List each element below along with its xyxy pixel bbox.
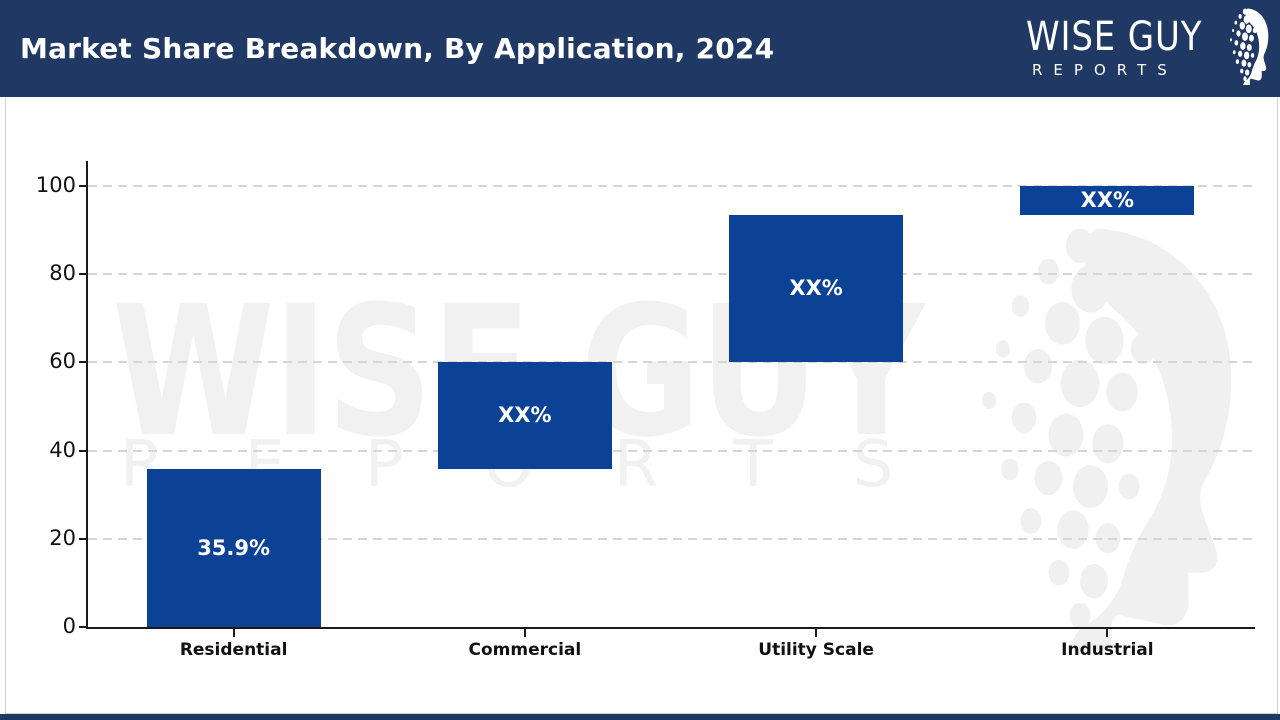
gridline (88, 361, 1253, 364)
frame-border-right (1277, 97, 1278, 714)
x-axis-spine (86, 627, 1255, 629)
x-axis-tick-label: Industrial (1061, 640, 1154, 660)
y-axis-tick-label: 20 (49, 525, 76, 550)
bar-label: XX% (1080, 188, 1135, 213)
y-axis-tick (79, 626, 88, 628)
bar-label: XX% (498, 403, 552, 428)
logo-subtext: REPORTS (1032, 61, 1178, 79)
x-axis-tick (523, 629, 526, 637)
y-axis-tick (79, 273, 88, 276)
x-axis-tick-label: Commercial (468, 640, 582, 660)
gridline (88, 273, 1253, 276)
y-axis-tick (79, 185, 88, 187)
bar-label: XX% (789, 276, 843, 301)
y-axis-tick-label: 80 (49, 261, 76, 286)
x-axis-tick (1106, 629, 1109, 637)
y-axis-tick (79, 361, 88, 364)
page-title: Market Share Breakdown, By Application, … (20, 32, 775, 65)
frame-border-left (5, 97, 6, 714)
y-axis-tick-label: 40 (49, 437, 76, 462)
frame-border-bottom (5, 713, 1278, 714)
logo-wordmark: WISE GUY (1026, 14, 1203, 60)
bar-label: 35.9% (197, 535, 271, 560)
gridline (88, 449, 1253, 452)
y-axis-tick-label: 100 (35, 173, 76, 197)
y-axis-tick-label: 60 (49, 349, 76, 374)
y-axis-tick-label: 0 (62, 614, 76, 638)
bar-residential: 35.9% (146, 468, 321, 627)
bar-commercial: XX% (437, 361, 612, 469)
gridline (88, 185, 1253, 187)
brand-logo: WISE GUY REPORTS (1012, 4, 1274, 92)
y-axis-spine (86, 161, 88, 629)
gridline (88, 537, 1253, 540)
x-axis-tick (815, 629, 818, 637)
face-logo-icon (1218, 7, 1272, 85)
footer-accent-bar (0, 714, 1280, 720)
y-axis-tick (79, 537, 88, 540)
x-axis-tick-label: Utility Scale (758, 640, 874, 660)
y-axis-tick (79, 449, 88, 452)
bar-industrial: XX% (1020, 186, 1195, 215)
header-bar: Market Share Breakdown, By Application, … (0, 0, 1280, 97)
bar-utility-scale: XX% (729, 214, 904, 362)
x-axis-tick-label: Residential (179, 640, 288, 660)
x-axis-tick (232, 629, 235, 637)
